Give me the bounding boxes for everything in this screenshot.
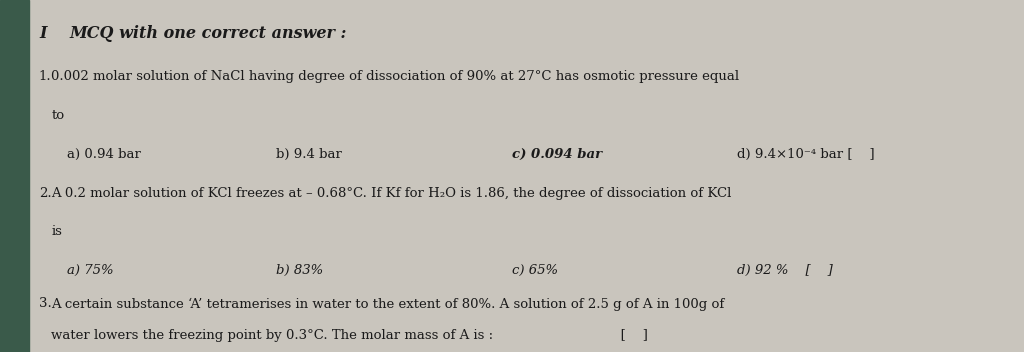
Text: I: I: [39, 25, 46, 42]
Text: b) 83%: b) 83%: [276, 264, 324, 277]
Text: A 0.2 molar solution of KCl freezes at – 0.68°C. If Kf for H₂O is 1.86, the degr: A 0.2 molar solution of KCl freezes at –…: [51, 187, 731, 200]
Text: 0.002 molar solution of NaCl having degree of dissociation of 90% at 27°C has os: 0.002 molar solution of NaCl having degr…: [51, 70, 739, 83]
Text: a) 0.94 bar: a) 0.94 bar: [67, 148, 140, 161]
Text: c) 65%: c) 65%: [512, 264, 558, 277]
Text: 1.: 1.: [39, 70, 51, 83]
Text: MCQ with one correct answer :: MCQ with one correct answer :: [70, 25, 347, 42]
Text: a) 75%: a) 75%: [67, 264, 114, 277]
Text: d) 92 %    [    ]: d) 92 % [ ]: [737, 264, 834, 277]
Text: to: to: [51, 109, 65, 122]
Text: 3.: 3.: [39, 297, 51, 310]
Text: is: is: [51, 225, 62, 238]
Text: 2.: 2.: [39, 187, 51, 200]
Text: b) 9.4 bar: b) 9.4 bar: [276, 148, 342, 161]
Text: c) 0.094 bar: c) 0.094 bar: [512, 148, 602, 161]
Text: water lowers the freezing point by 0.3°C. The molar mass of A is :              : water lowers the freezing point by 0.3°C…: [51, 329, 648, 342]
Text: d) 9.4×10⁻⁴ bar [    ]: d) 9.4×10⁻⁴ bar [ ]: [737, 148, 874, 161]
Text: A certain substance ‘A’ tetramerises in water to the extent of 80%. A solution o: A certain substance ‘A’ tetramerises in …: [51, 297, 724, 311]
